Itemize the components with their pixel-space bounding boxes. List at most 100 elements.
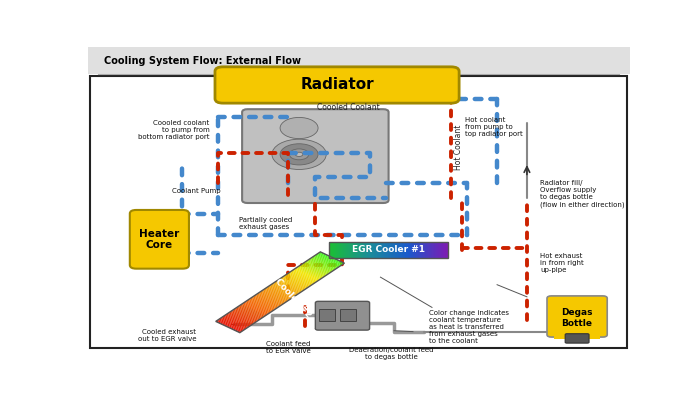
Polygon shape [298,266,323,278]
Polygon shape [220,318,245,330]
Bar [354,242,356,258]
Bar [365,242,368,258]
Polygon shape [306,261,331,273]
Polygon shape [309,259,334,271]
Text: Heater
Core: Heater Core [139,228,179,250]
Polygon shape [253,296,279,308]
Bar [426,242,427,258]
Text: EGR Cooler #1: EGR Cooler #1 [352,245,425,254]
Text: Partially cooled
exhaust gases: Partially cooled exhaust gases [239,217,293,230]
FancyBboxPatch shape [565,334,589,343]
Bar [386,242,388,258]
Polygon shape [256,294,281,306]
Bar [379,242,382,258]
Bar [350,242,351,258]
Bar [334,242,335,258]
Text: Coolant Pump: Coolant Pump [172,188,220,194]
Polygon shape [222,316,247,329]
Bar [398,242,399,258]
Polygon shape [260,291,286,303]
Bar [340,309,356,321]
Bar [88,47,630,74]
FancyBboxPatch shape [242,109,388,203]
Bar [440,242,442,258]
Bar [364,242,365,258]
Polygon shape [234,309,259,321]
Bar [359,242,360,258]
Bar [430,242,432,258]
Bar [403,242,405,258]
Bar [374,242,376,258]
Bar [379,242,380,258]
Polygon shape [291,271,316,283]
Bar [426,242,428,258]
Polygon shape [262,290,287,302]
Bar [447,242,448,258]
Polygon shape [312,257,337,269]
Bar [355,242,356,258]
Bar [409,242,410,258]
Bar [414,242,416,258]
Polygon shape [279,279,304,291]
Bar [331,242,332,258]
Polygon shape [228,312,253,324]
Polygon shape [287,274,312,285]
Circle shape [295,152,303,156]
Polygon shape [224,315,249,327]
Polygon shape [252,296,277,309]
Bar [441,242,443,258]
Bar [358,242,359,258]
Bar [442,242,444,258]
Polygon shape [295,268,321,280]
Bar [381,242,382,258]
Polygon shape [230,311,256,323]
Polygon shape [300,264,326,276]
Bar [412,242,414,258]
Bar [371,242,372,258]
Bar [344,242,345,258]
Bar [407,242,409,258]
Polygon shape [279,278,304,290]
Polygon shape [285,275,310,287]
Bar [384,242,386,258]
FancyBboxPatch shape [215,67,459,103]
Text: Cooling System Flow: External Flow: Cooling System Flow: External Flow [104,56,301,66]
Polygon shape [243,303,268,315]
Bar [377,242,379,258]
Polygon shape [281,277,307,289]
Bar [360,242,361,258]
Bar [431,242,433,258]
Bar [376,242,377,258]
Bar [400,242,402,258]
Text: Radiator: Radiator [300,77,374,92]
Bar [330,242,331,258]
Circle shape [272,139,326,169]
Polygon shape [308,259,333,272]
Bar [414,242,415,258]
Polygon shape [251,298,275,310]
Polygon shape [283,276,308,288]
Bar [367,242,368,258]
Polygon shape [217,320,242,332]
Bar [332,242,333,258]
Polygon shape [304,262,330,274]
Bar [339,242,340,258]
Bar [419,242,421,258]
Bar [346,242,349,258]
Bar [362,242,363,258]
Bar [433,242,435,258]
Polygon shape [311,257,336,270]
Text: Deaeration/coolant feed
to degas bottle: Deaeration/coolant feed to degas bottle [349,347,433,360]
Polygon shape [304,262,329,274]
Bar [342,242,344,258]
Bar [335,242,337,258]
Bar [351,242,352,258]
Polygon shape [269,285,294,297]
Bar [438,242,439,258]
Bar [405,242,406,258]
Bar [372,242,375,258]
Bar [421,242,422,258]
Polygon shape [314,255,340,267]
Polygon shape [266,287,291,299]
Bar [422,242,424,258]
